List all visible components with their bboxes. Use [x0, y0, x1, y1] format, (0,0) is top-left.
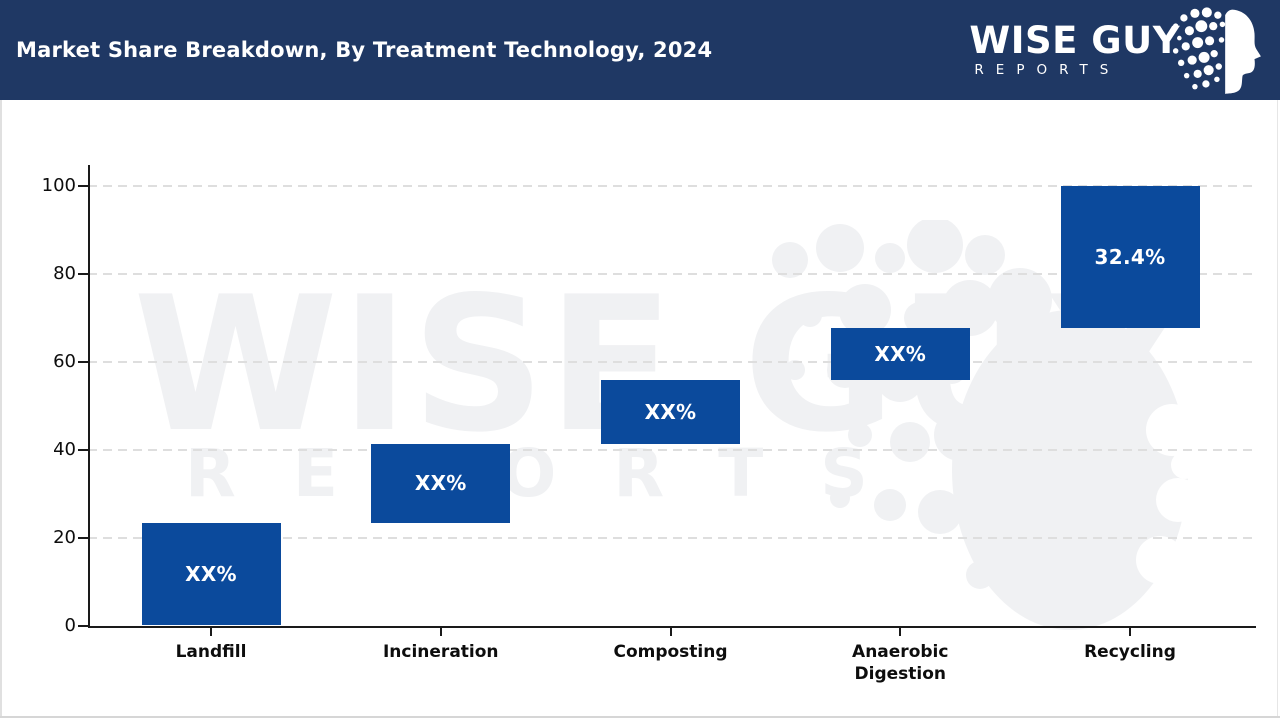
- category-label: Recycling: [1084, 641, 1176, 662]
- y-tick-label: 80: [53, 262, 76, 284]
- bar-value-label: XX%: [874, 342, 927, 367]
- x-tickmark: [669, 625, 672, 636]
- y-tickmark: [78, 184, 88, 187]
- x-tickmark: [210, 625, 212, 636]
- bar-anaerobic-digestion: XX%: [830, 328, 970, 381]
- y-tickmark: [78, 360, 88, 363]
- x-tickmark: [1129, 625, 1131, 636]
- logo-wordmark: WISE GUY REPORTS: [969, 19, 1180, 78]
- bottom-divider: [0, 716, 1280, 718]
- gridline: [88, 272, 1256, 275]
- x-tickmark: [899, 625, 902, 636]
- y-tickmark: [78, 624, 88, 627]
- gridline: [88, 536, 1256, 539]
- y-tickmark: [78, 536, 88, 539]
- y-tick-label: 100: [41, 174, 76, 196]
- logo-wordmark-text: WISE GUY: [969, 19, 1180, 63]
- wiseguy-logo: WISE GUY REPORTS: [969, 6, 1266, 94]
- chart-area: WISE GUY REPORTS 0 20 40 60 80 100 XX% Landfill…: [0, 100, 1280, 716]
- watermark-head-graphic: [772, 220, 1200, 630]
- x-axis: [88, 625, 1256, 628]
- bar-value-label: XX%: [185, 562, 237, 586]
- category-label: Composting: [613, 641, 728, 662]
- watermark-subtext: REPORTS: [185, 435, 925, 512]
- left-border: [0, 100, 2, 718]
- category-label: Anaerobic Digestion: [852, 641, 949, 684]
- bar-value-label: 32.4%: [1094, 244, 1166, 269]
- y-tickmark: [78, 448, 88, 451]
- x-tickmark: [439, 625, 442, 636]
- logo-head-icon: [1172, 7, 1261, 94]
- bar-composting: XX%: [601, 380, 740, 445]
- category-label: Landfill: [175, 641, 247, 662]
- y-axis: [88, 165, 90, 628]
- bar-value-label: XX%: [644, 400, 697, 425]
- y-tick-label: 60: [53, 350, 76, 372]
- bar-value-label: XX%: [414, 471, 467, 496]
- y-tick-label: 0: [64, 614, 76, 636]
- y-tick-label: 40: [53, 438, 76, 460]
- gridline: [88, 184, 1256, 187]
- gridline: [88, 448, 1256, 451]
- y-tick-label: 20: [53, 526, 76, 548]
- y-tickmark: [78, 272, 88, 275]
- right-border: [1277, 100, 1278, 718]
- chart-title: Market Share Breakdown, By Treatment Tec…: [16, 38, 713, 62]
- bar-recycling: 32.4%: [1060, 185, 1200, 329]
- bar-incineration: XX%: [371, 444, 511, 523]
- bar-landfill: XX%: [141, 522, 281, 626]
- gridline: [88, 360, 1256, 363]
- header-bar: Market Share Breakdown, By Treatment Tec…: [0, 0, 1280, 100]
- category-label: Incineration: [382, 641, 499, 662]
- logo-subtext: REPORTS: [974, 61, 1121, 78]
